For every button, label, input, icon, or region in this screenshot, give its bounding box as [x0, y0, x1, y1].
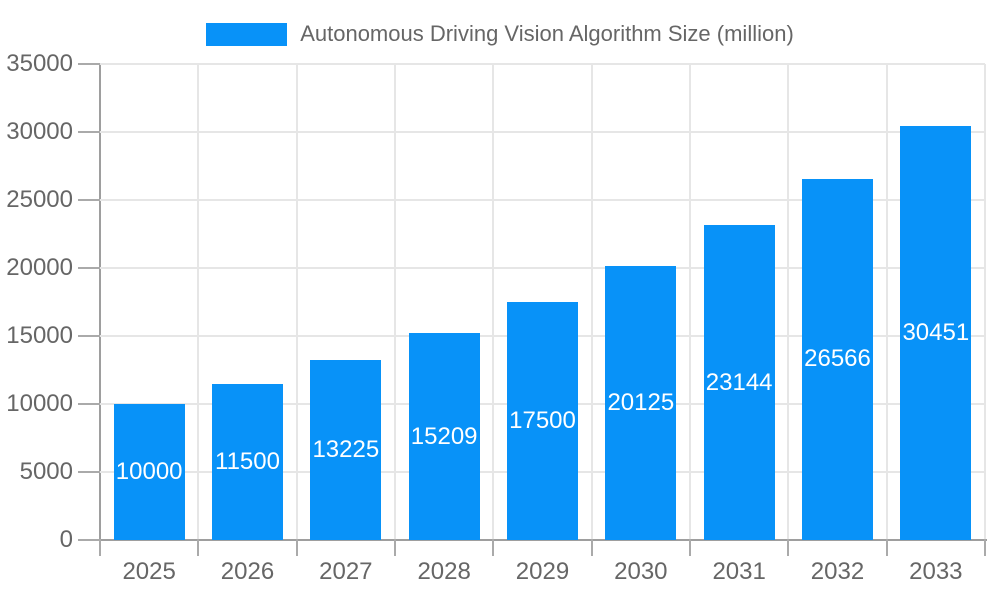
bar-2028[interactable]: 15209 [408, 333, 480, 540]
bar-value-label: 13225 [312, 436, 380, 464]
bar-value-label: 23144 [705, 368, 773, 396]
x-axis-tick [197, 539, 200, 556]
x-axis-tick [689, 539, 691, 556]
x-axis-label: 2031 [712, 558, 766, 585]
y-axis-label: 5000 [19, 458, 73, 485]
gridline-vertical [590, 64, 593, 540]
gridline-vertical [394, 64, 396, 540]
bar-value-label: 20125 [607, 389, 675, 417]
x-axis-label: 2028 [417, 558, 471, 585]
y-axis-line [99, 64, 101, 542]
gridline-vertical [295, 64, 298, 540]
bar-value-label: 15209 [410, 422, 478, 450]
y-axis-tick [78, 199, 100, 201]
gridline-horizontal [100, 63, 985, 65]
y-axis-label: 20000 [6, 254, 73, 281]
bar-value-label: 26566 [804, 345, 871, 373]
y-axis-tick [78, 403, 100, 405]
y-axis-tick [78, 471, 100, 473]
x-axis-line [99, 539, 987, 541]
y-axis-tick [78, 131, 100, 133]
y-axis-label: 30000 [6, 118, 73, 145]
x-axis-label: 2027 [319, 558, 373, 585]
bar-2031[interactable]: 23144 [703, 225, 775, 540]
x-axis-tick [295, 539, 298, 556]
gridline-vertical [984, 64, 986, 540]
x-axis-tick [590, 539, 593, 556]
bar-2027[interactable]: 13225 [310, 360, 382, 540]
plot-area: 10000 11500 13225 15209 17500 20125 23144 26566… [100, 63, 986, 540]
x-axis-label: 2033 [909, 558, 963, 585]
x-axis-tick [787, 539, 790, 556]
gridline-horizontal [100, 199, 985, 201]
bar-2026[interactable]: 11500 [212, 383, 283, 540]
bar-2025[interactable]: 10000 [113, 404, 185, 540]
gridline-vertical [885, 64, 888, 540]
legend-swatch [206, 22, 288, 46]
gridline-horizontal [100, 131, 985, 133]
bar-2030[interactable]: 20125 [605, 266, 677, 540]
bar-value-label: 11500 [215, 447, 280, 475]
x-axis-label: 2030 [614, 558, 668, 585]
x-axis-tick [492, 539, 495, 556]
x-axis-tick [984, 539, 986, 556]
bar-value-label: 17500 [509, 407, 576, 434]
gridline-vertical [787, 64, 790, 540]
y-axis-label: 0 [59, 526, 73, 553]
gridline-vertical [492, 64, 495, 540]
gridline-vertical [689, 64, 691, 540]
x-axis-tick [885, 539, 888, 556]
x-axis-label: 2025 [122, 558, 176, 585]
legend[interactable]: Autonomous Driving Vision Algorithm Size… [0, 21, 1000, 47]
gridline-vertical [197, 64, 200, 540]
x-axis-label: 2026 [220, 558, 275, 585]
y-axis-label: 25000 [6, 186, 73, 213]
y-axis-label: 35000 [6, 50, 73, 77]
gridline-horizontal [100, 267, 985, 269]
x-axis-tick [99, 539, 101, 556]
y-axis-tick [78, 63, 100, 65]
bar-value-label: 10000 [115, 458, 183, 485]
x-axis-label: 2029 [515, 558, 570, 585]
y-axis-tick [78, 335, 100, 337]
y-axis-label: 10000 [6, 390, 73, 417]
bar-2032[interactable]: 26566 [802, 178, 873, 540]
y-axis-label: 15000 [6, 322, 73, 349]
y-axis-tick [78, 539, 100, 541]
y-axis-tick [78, 267, 100, 269]
bar-value-label: 30451 [902, 318, 970, 346]
x-axis-tick [394, 539, 396, 556]
bar-2033[interactable]: 30451 [900, 125, 972, 540]
bar-2029[interactable]: 17500 [507, 302, 578, 540]
legend-label: Autonomous Driving Vision Algorithm Size… [300, 21, 794, 46]
x-axis-label: 2032 [810, 558, 865, 585]
